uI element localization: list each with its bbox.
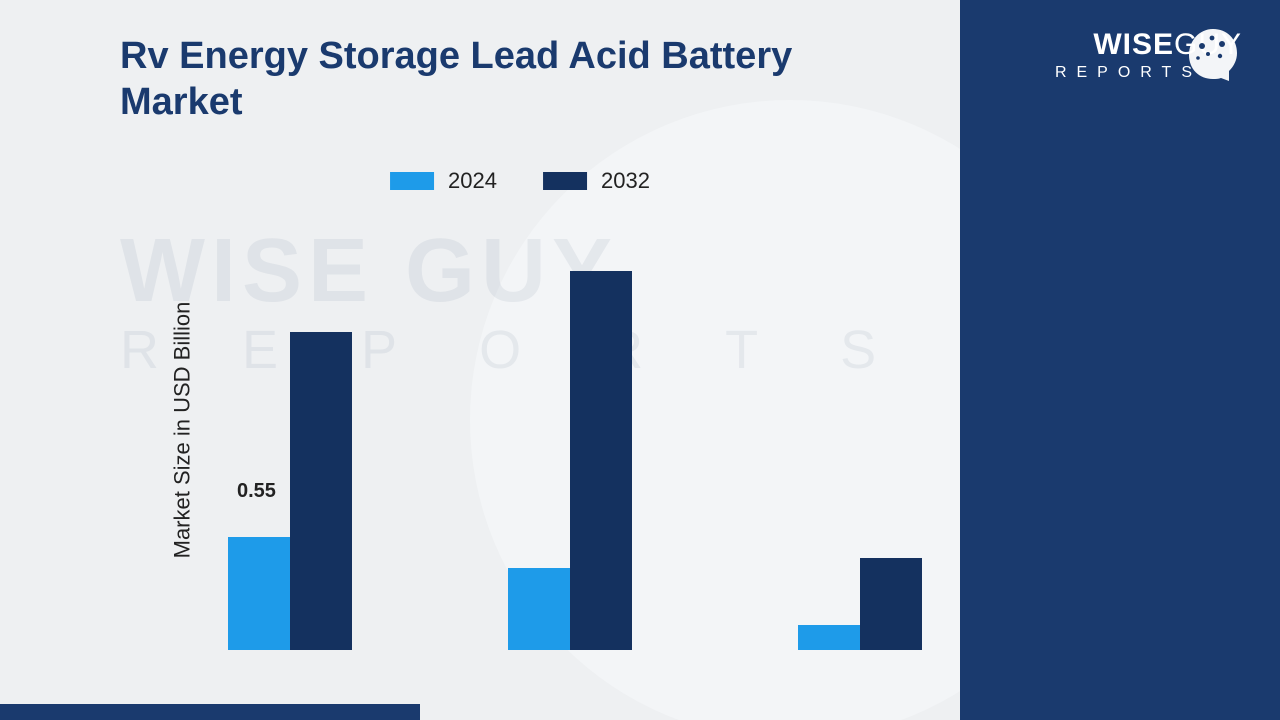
brand-logo: WISEGUY REPORTS bbox=[982, 28, 1242, 82]
legend-swatch-2032 bbox=[543, 172, 587, 190]
head-icon bbox=[1178, 24, 1248, 94]
bar-value-label: 0.55 bbox=[237, 480, 276, 503]
legend-swatch-2024 bbox=[390, 172, 434, 190]
side-panel bbox=[960, 0, 1280, 720]
legend-item: 2032 bbox=[543, 168, 650, 194]
bar bbox=[228, 537, 290, 650]
legend-item: 2024 bbox=[390, 168, 497, 194]
legend-label: 2032 bbox=[601, 168, 650, 194]
brand-line1a: WISE bbox=[1093, 28, 1174, 61]
bottom-accent-bar bbox=[0, 704, 420, 720]
chart-title: Rv Energy Storage Lead Acid Battery Mark… bbox=[120, 34, 880, 125]
infographic-canvas: WISEGUY REPORTS Rv Energy Storage Lead A… bbox=[0, 0, 1280, 720]
chart-container: Market Size in USD Billion 2024 2032 12V… bbox=[60, 160, 980, 680]
bar bbox=[570, 271, 632, 650]
bar bbox=[798, 625, 860, 650]
legend-label: 2024 bbox=[448, 168, 497, 194]
plot-area: 12V24V48V0.55 bbox=[180, 210, 960, 650]
bar bbox=[290, 332, 352, 650]
legend: 2024 2032 bbox=[390, 168, 650, 194]
bar bbox=[860, 558, 922, 650]
bar bbox=[508, 568, 570, 650]
